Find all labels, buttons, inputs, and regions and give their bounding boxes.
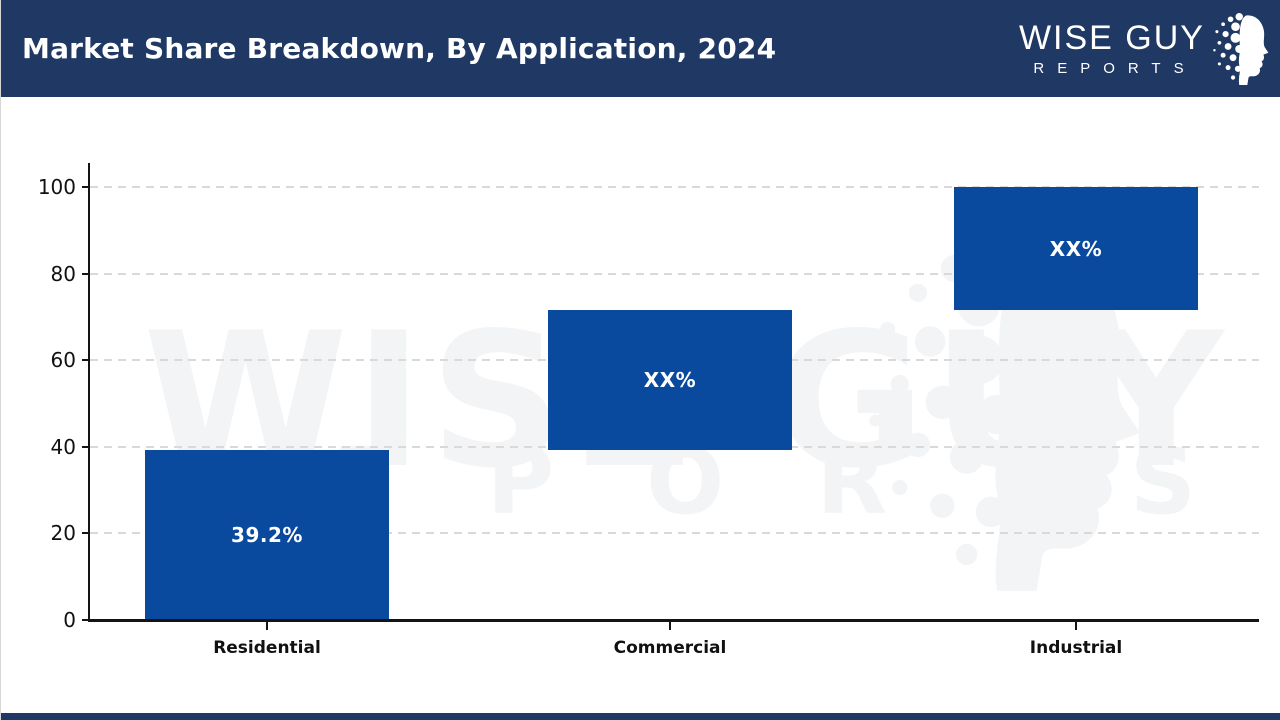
- x-axis-label-residential: Residential: [213, 638, 321, 658]
- gridline-20: [90, 532, 1259, 535]
- page-title: Market Share Breakdown, By Application, …: [22, 32, 777, 65]
- wiseguy-face-icon: [1213, 12, 1269, 85]
- bar-value-label-commercial: XX%: [643, 368, 697, 393]
- y-tick-mark-60: [82, 359, 90, 362]
- y-tick-mark-100: [82, 186, 90, 188]
- wiseguy-logo-text: WISE GUY REPORTS: [1019, 21, 1205, 76]
- x-axis-label-commercial: Commercial: [613, 638, 727, 658]
- gridline-100: [90, 186, 1259, 188]
- y-tick-label-20: 20: [50, 521, 76, 546]
- wiseguy-logo-wordmark: WISE GUY: [1018, 19, 1205, 57]
- wiseguy-logo: WISE GUY REPORTS: [1019, 10, 1280, 88]
- footer-bar: [1, 713, 1280, 720]
- y-tick-label-0: 0: [63, 608, 76, 632]
- y-tick-mark-0: [82, 619, 90, 621]
- chart-area: WISE GUY REPORTS 0 20 40 60 80 100 39.2% XX% XX%…: [1, 97, 1280, 713]
- x-tick-mark-residential: [266, 622, 268, 630]
- bar-value-label-residential: 39.2%: [231, 523, 303, 548]
- gridline-80: [90, 272, 1259, 275]
- bar-commercial: XX%: [548, 310, 792, 451]
- x-tick-mark-commercial: [669, 622, 671, 630]
- bar-value-label-industrial: XX%: [1049, 236, 1103, 261]
- y-tick-label-60: 60: [50, 348, 76, 373]
- header-bar: Market Share Breakdown, By Application, …: [1, 0, 1280, 97]
- x-tick-mark-industrial: [1075, 622, 1077, 630]
- y-axis-line: [88, 163, 90, 622]
- y-tick-mark-20: [82, 532, 90, 535]
- bar-residential: 39.2%: [145, 450, 389, 620]
- y-tick-mark-80: [82, 272, 90, 275]
- y-tick-mark-40: [82, 445, 90, 448]
- y-tick-label-80: 80: [50, 261, 76, 286]
- wiseguy-logo-subtitle: REPORTS: [1033, 60, 1197, 77]
- y-tick-label-100: 100: [37, 175, 76, 199]
- x-axis-label-industrial: Industrial: [1029, 638, 1123, 658]
- bar-industrial: XX%: [954, 187, 1198, 311]
- y-tick-label-40: 40: [50, 434, 76, 459]
- x-axis-line: [88, 619, 1259, 622]
